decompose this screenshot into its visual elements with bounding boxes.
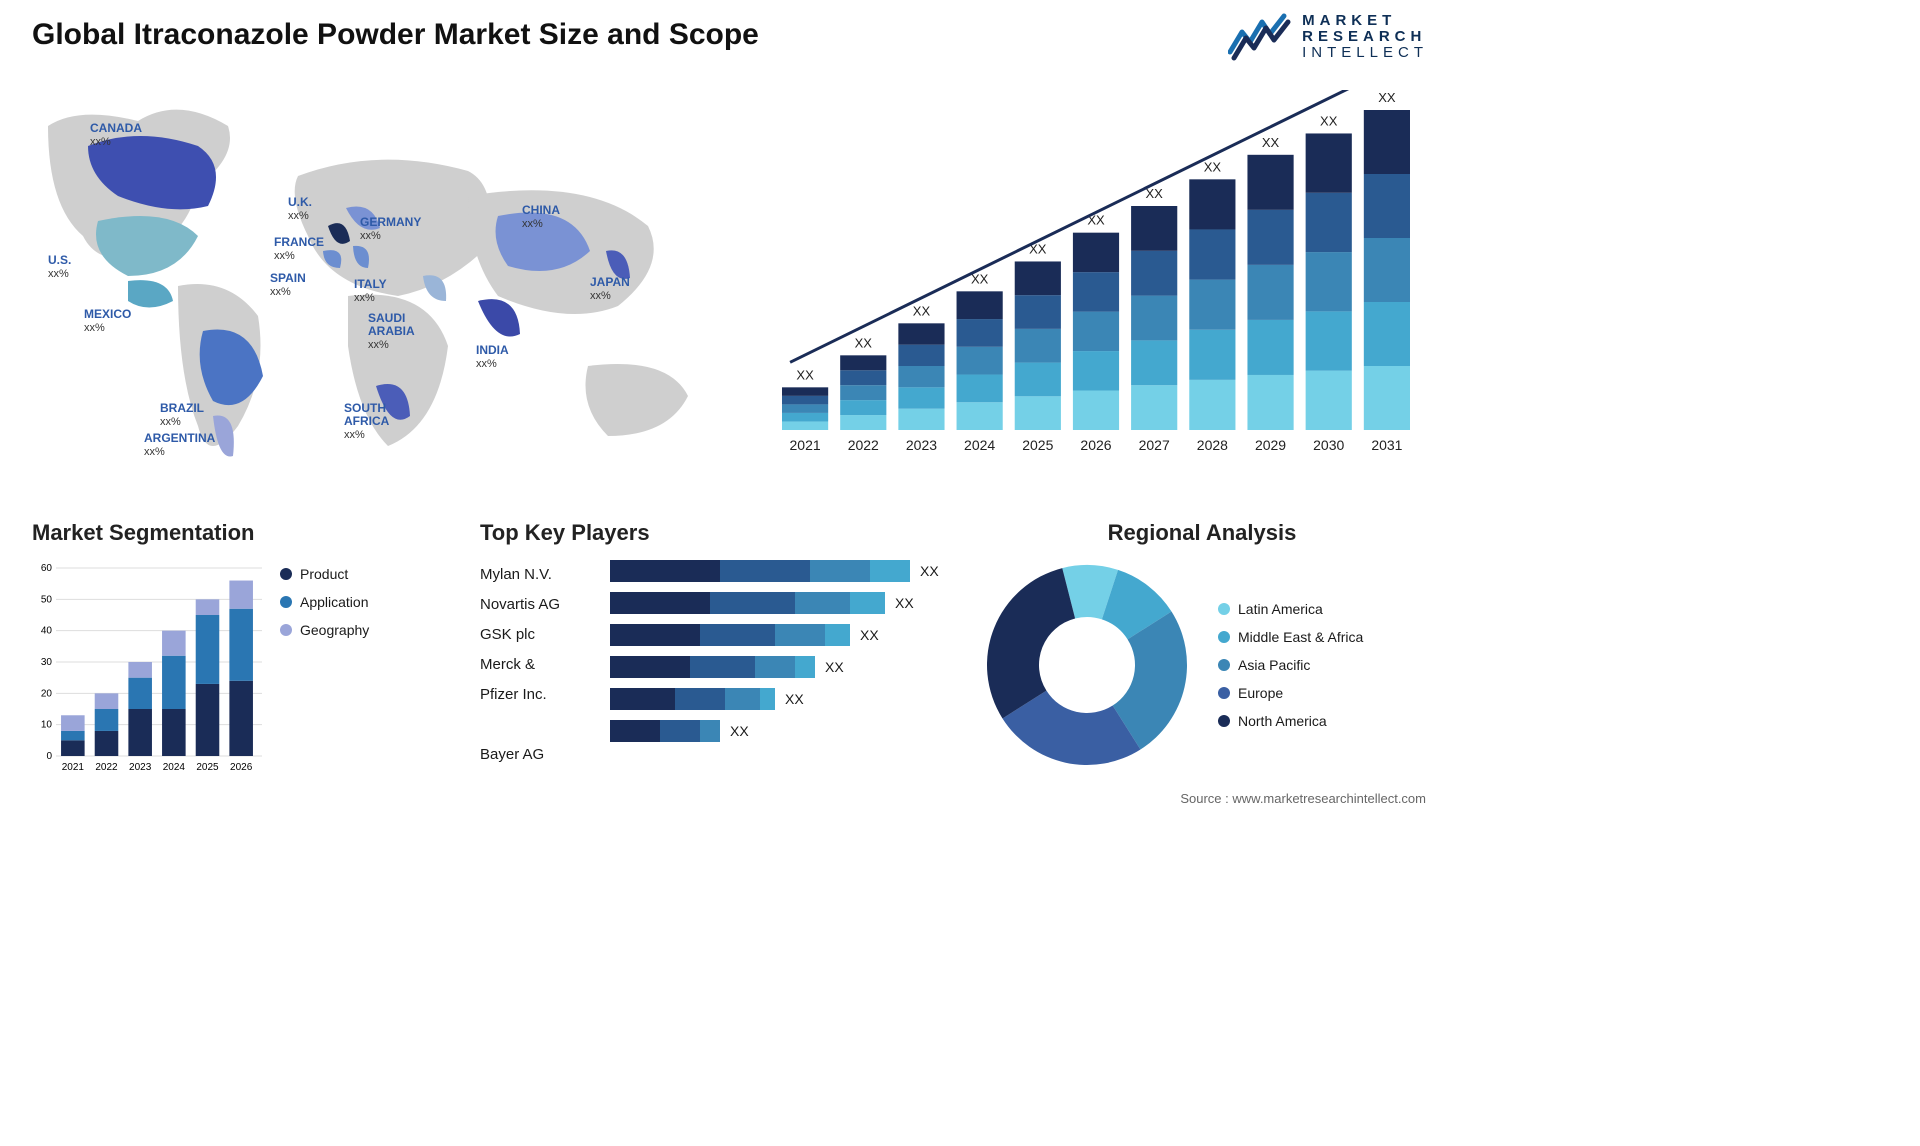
svg-text:30: 30 bbox=[41, 657, 53, 668]
segmentation-title: Market Segmentation bbox=[32, 520, 462, 546]
map-label-us: U.S.xx% bbox=[48, 254, 71, 280]
legend-item: Asia Pacific bbox=[1218, 651, 1363, 679]
svg-text:2030: 2030 bbox=[1313, 437, 1344, 453]
player-bar: XX bbox=[610, 720, 960, 742]
map-label-spain: SPAINxx% bbox=[270, 272, 306, 298]
legend-item: Europe bbox=[1218, 679, 1363, 707]
logo-icon bbox=[1228, 12, 1292, 62]
svg-text:XX: XX bbox=[1262, 135, 1280, 150]
svg-text:XX: XX bbox=[855, 335, 873, 350]
svg-text:2022: 2022 bbox=[848, 437, 879, 453]
legend-item: Application bbox=[280, 588, 369, 616]
svg-text:XX: XX bbox=[796, 367, 814, 382]
map-label-italy: ITALYxx% bbox=[354, 278, 387, 304]
player-name: GSK plc bbox=[480, 620, 590, 650]
player-name: Merck & bbox=[480, 650, 590, 680]
svg-text:XX: XX bbox=[1378, 90, 1396, 105]
map-label-mexico: MEXICOxx% bbox=[84, 308, 131, 334]
svg-text:2031: 2031 bbox=[1371, 437, 1402, 453]
player-name: Pfizer Inc. bbox=[480, 680, 590, 710]
player-name bbox=[480, 710, 590, 740]
page-title: Global Itraconazole Powder Market Size a… bbox=[32, 18, 759, 52]
players-list: Mylan N.V.Novartis AGGSK plcMerck &Pfize… bbox=[480, 560, 590, 770]
legend-item: Geography bbox=[280, 616, 369, 644]
regional-title: Regional Analysis bbox=[982, 520, 1422, 546]
map-label-saudiarabia: SAUDIARABIAxx% bbox=[368, 312, 415, 352]
player-name: Novartis AG bbox=[480, 590, 590, 620]
svg-text:40: 40 bbox=[41, 626, 53, 637]
svg-text:2028: 2028 bbox=[1197, 437, 1228, 453]
main-forecast-chart: XX 2021 XX 2022 XX 2023 XX 2024 XX 2025 XX 2026 XX 20… bbox=[776, 90, 1416, 470]
legend-item: Product bbox=[280, 560, 369, 588]
svg-text:2022: 2022 bbox=[95, 762, 118, 773]
regional-donut-chart bbox=[982, 560, 1192, 770]
map-label-uk: U.K.xx% bbox=[288, 196, 312, 222]
players-panel: Top Key Players Mylan N.V.Novartis AGGSK… bbox=[480, 520, 960, 770]
svg-text:10: 10 bbox=[41, 720, 53, 731]
regional-panel: Regional Analysis Latin AmericaMiddle Ea… bbox=[982, 520, 1422, 770]
player-name: Bayer AG bbox=[480, 740, 590, 770]
map-label-china: CHINAxx% bbox=[522, 204, 560, 230]
svg-text:2021: 2021 bbox=[62, 762, 85, 773]
legend-item: North America bbox=[1218, 707, 1363, 735]
svg-text:2025: 2025 bbox=[196, 762, 219, 773]
svg-text:2026: 2026 bbox=[1080, 437, 1111, 453]
world-map: CANADAxx% U.S.xx% MEXICOxx% BRAZILxx% ARGENT… bbox=[28, 86, 728, 486]
source-attribution: Source : www.marketresearchintellect.com bbox=[1180, 791, 1426, 806]
svg-text:60: 60 bbox=[41, 563, 53, 574]
market-segmentation-panel: Market Segmentation 0 10 20 30 40 50 60 2021 202… bbox=[32, 520, 462, 780]
svg-text:XX: XX bbox=[1204, 159, 1222, 174]
map-label-argentina: ARGENTINAxx% bbox=[144, 432, 215, 458]
player-bar: XX bbox=[610, 656, 960, 678]
players-bars-chart: XX XX XX XX XX XX bbox=[610, 560, 960, 752]
svg-text:2025: 2025 bbox=[1022, 437, 1053, 453]
map-label-southafrica: SOUTHAFRICAxx% bbox=[344, 402, 389, 442]
brand-logo: MARKET RESEARCH INTELLECT bbox=[1228, 12, 1428, 62]
svg-text:50: 50 bbox=[41, 594, 53, 605]
svg-text:2024: 2024 bbox=[964, 437, 995, 453]
map-label-canada: CANADAxx% bbox=[90, 122, 142, 148]
legend-item: Latin America bbox=[1218, 595, 1363, 623]
svg-text:2026: 2026 bbox=[230, 762, 253, 773]
player-bar: XX bbox=[610, 560, 960, 582]
svg-text:2027: 2027 bbox=[1139, 437, 1170, 453]
map-label-india: INDIAxx% bbox=[476, 344, 509, 370]
regional-legend: Latin AmericaMiddle East & AfricaAsia Pa… bbox=[1218, 595, 1363, 735]
segmentation-chart: 0 10 20 30 40 50 60 2021 2022 2023 2024 2025 2026 bbox=[32, 560, 262, 780]
svg-text:20: 20 bbox=[41, 688, 53, 699]
player-name: Mylan N.V. bbox=[480, 560, 590, 590]
svg-text:0: 0 bbox=[46, 751, 52, 762]
logo-line1: MARKET bbox=[1302, 13, 1428, 29]
svg-text:XX: XX bbox=[1320, 113, 1338, 128]
player-bar: XX bbox=[610, 624, 960, 646]
map-label-japan: JAPANxx% bbox=[590, 276, 630, 302]
svg-text:2024: 2024 bbox=[163, 762, 186, 773]
map-label-brazil: BRAZILxx% bbox=[160, 402, 204, 428]
map-label-france: FRANCExx% bbox=[274, 236, 324, 262]
players-title: Top Key Players bbox=[480, 520, 960, 546]
svg-text:2029: 2029 bbox=[1255, 437, 1286, 453]
legend-item: Middle East & Africa bbox=[1218, 623, 1363, 651]
logo-line3: INTELLECT bbox=[1302, 45, 1428, 61]
map-label-germany: GERMANYxx% bbox=[360, 216, 421, 242]
logo-line2: RESEARCH bbox=[1302, 29, 1428, 45]
svg-text:XX: XX bbox=[913, 303, 931, 318]
svg-text:2021: 2021 bbox=[790, 437, 821, 453]
player-bar: XX bbox=[610, 592, 960, 614]
svg-text:2023: 2023 bbox=[906, 437, 937, 453]
svg-text:2023: 2023 bbox=[129, 762, 152, 773]
player-bar: XX bbox=[610, 688, 960, 710]
segmentation-legend: ProductApplicationGeography bbox=[280, 560, 369, 644]
